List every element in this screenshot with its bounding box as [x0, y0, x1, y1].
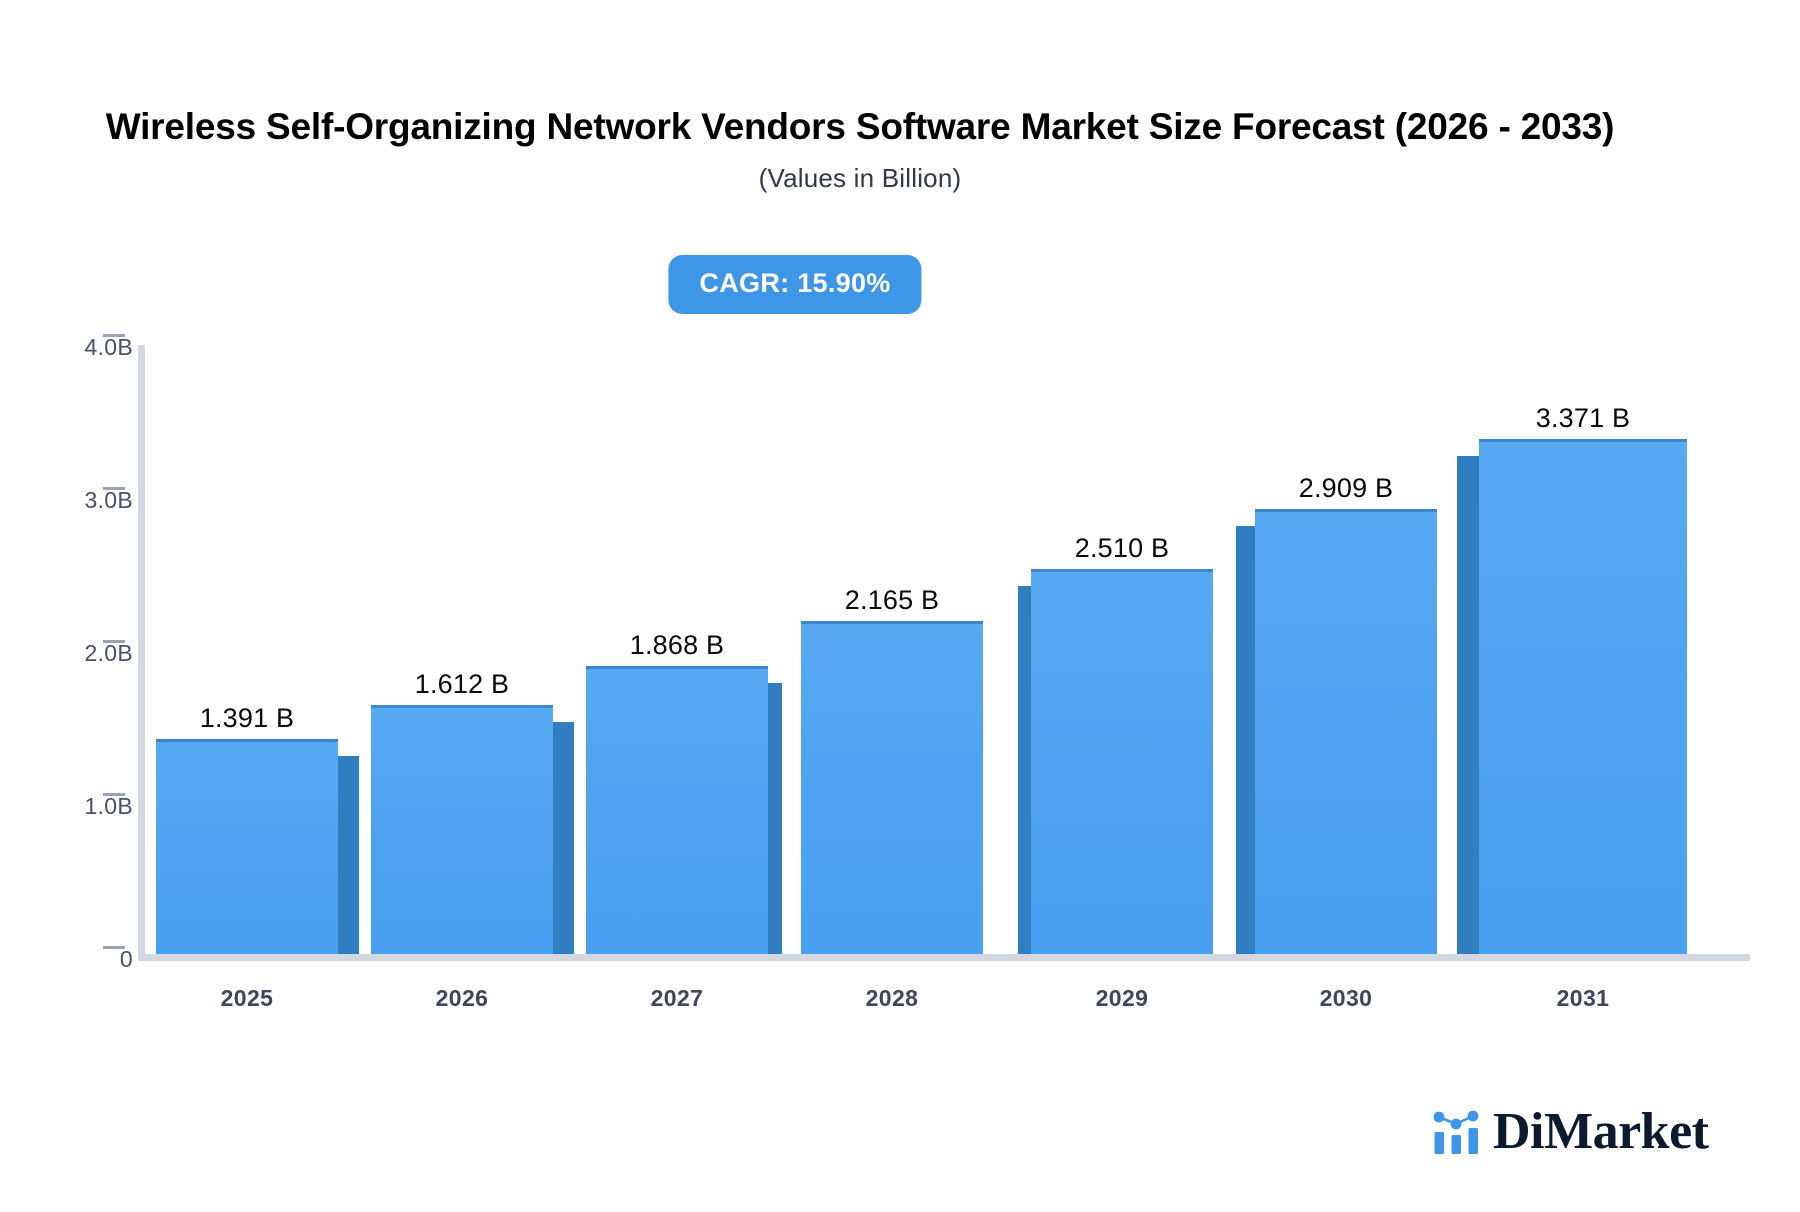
bar-side-face	[1018, 586, 1031, 954]
bar-value-label: 1.612 B	[414, 669, 510, 699]
y-axis-tick-1.0B: 1.0B	[0, 793, 133, 820]
y-axis-tick-label: 3.0B	[84, 487, 133, 513]
bar-top-bevel	[1018, 569, 1031, 583]
y-axis-tick-label: 4.0B	[84, 334, 133, 360]
y-axis-tick-3.0B: 3.0B	[0, 487, 133, 514]
y-axis-tick-2.0B: 2.0B	[0, 640, 133, 667]
chart-title: Wireless Self-Organizing Network Vendors…	[105, 106, 1615, 147]
bars-layer: 1.391 B 1.612 B 1.868 B	[138, 345, 1750, 954]
y-axis-tick-label: 0	[119, 946, 133, 972]
bar-group-2025[interactable]: 1.391 B	[156, 345, 359, 954]
bar-group-2030[interactable]: 2.909 B	[1236, 345, 1437, 954]
bar-value-label: 1.391 B	[199, 703, 295, 733]
y-axis-tick-0: 0	[0, 946, 133, 973]
bar-side-face	[1457, 456, 1479, 954]
bar-value-label: 3.371 B	[1535, 403, 1631, 433]
y-axis-tick-mark	[103, 487, 125, 490]
bar-2027[interactable]	[586, 666, 782, 954]
bar-side-face	[338, 756, 359, 954]
x-axis-label-2028: 2028	[865, 985, 919, 1011]
y-axis-tick-mark	[103, 334, 125, 337]
chart-header: Wireless Self-Organizing Network Vendors…	[95, 103, 1625, 194]
cagr-badge: CAGR: 15.90%	[668, 255, 922, 314]
bar-2025[interactable]	[156, 739, 359, 954]
plot-area: 1.391 B 1.612 B 1.868 B	[138, 345, 1750, 961]
bar-group-2027[interactable]: 1.868 B	[586, 345, 782, 954]
x-axis-label-2026: 2026	[435, 985, 489, 1011]
x-axis-label-2029: 2029	[1095, 985, 1149, 1011]
y-axis-tick-mark	[103, 946, 125, 949]
x-axis-label-2030: 2030	[1319, 985, 1373, 1011]
bar-value-label: 2.165 B	[844, 585, 940, 615]
bar-value-label: 1.868 B	[629, 630, 725, 660]
y-axis-tick-4.0B: 4.0B	[0, 334, 133, 361]
bar-group-2029[interactable]: 2.510 B	[1018, 345, 1213, 954]
bar-top-bevel	[1236, 509, 1255, 523]
bar-group-2028[interactable]: 2.165 B	[801, 345, 983, 954]
bar-2030[interactable]	[1236, 509, 1437, 954]
bar-top-bevel	[553, 705, 574, 719]
bar-side-face	[1236, 526, 1255, 954]
y-axis-tick-mark	[103, 640, 125, 643]
bar-top-bevel	[768, 666, 782, 680]
bar-value-label: 2.909 B	[1298, 473, 1394, 503]
x-axis-line	[138, 954, 1750, 961]
brand-name: DiMarket	[1493, 1103, 1709, 1160]
bar-group-2026[interactable]: 1.612 B	[371, 345, 574, 954]
chart-subtitle: (Values in Billion)	[758, 163, 962, 194]
bar-value-label: 2.510 B	[1074, 533, 1170, 563]
bar-2026[interactable]	[371, 705, 574, 954]
bar-top-bevel	[1457, 439, 1479, 453]
y-axis-line	[138, 345, 145, 961]
bar-side-face	[553, 722, 574, 954]
bar-side-face	[768, 683, 782, 954]
x-axis-label-2025: 2025	[220, 985, 274, 1011]
bar-group-2031[interactable]: 3.371 B	[1457, 345, 1687, 954]
y-axis-tick-label: 2.0B	[84, 640, 133, 666]
x-axis-label-2031: 2031	[1556, 985, 1610, 1011]
bar-2029[interactable]	[1018, 569, 1213, 954]
bar-top-bevel	[338, 739, 359, 753]
y-axis-tick-label: 1.0B	[84, 793, 133, 819]
brand-logo: DiMarket	[1432, 1103, 1709, 1160]
x-axis-label-2027: 2027	[650, 985, 704, 1011]
bar-2028[interactable]	[801, 621, 983, 954]
bar-chart-logo-icon	[1433, 1110, 1479, 1154]
bar-2031[interactable]	[1457, 439, 1687, 954]
y-axis-tick-mark	[103, 793, 125, 796]
